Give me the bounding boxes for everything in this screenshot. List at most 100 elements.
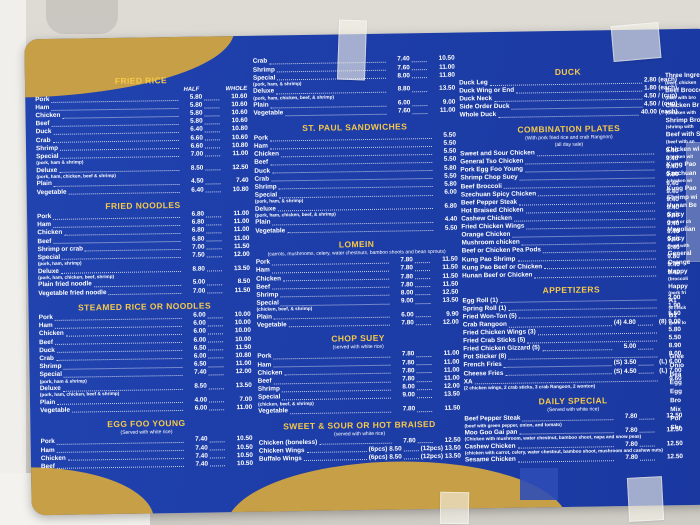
- section-title: STEAMED RICE OR NOODLES: [77, 300, 212, 313]
- menu-item: Shr: [670, 424, 700, 432]
- menu-section: Gree Onio Bea Egg Egg Bro Mix Por Shr: [669, 353, 700, 432]
- item-name: Shrimp Chop Suey: [460, 174, 518, 183]
- dotted-leader: [511, 106, 643, 110]
- item-price: 11.00: [443, 366, 460, 374]
- dotted-leader: [288, 325, 390, 328]
- item-name: Chicken: [35, 112, 61, 120]
- item-price: 10.50: [236, 459, 254, 467]
- dotted-leader: [538, 193, 655, 197]
- item-price: 11.00: [443, 358, 460, 366]
- item-name: Spring Roll (1): [462, 304, 507, 313]
- dotted-leader: [519, 202, 655, 206]
- item-price: 12.50: [444, 436, 461, 444]
- item-price: 12.50: [442, 288, 459, 296]
- dotted-leader: [54, 325, 182, 329]
- menu-item: Beef 7.40 10.50: [40, 459, 254, 471]
- item-name: Vegetable: [255, 226, 286, 235]
- dotted-leader: [284, 373, 391, 376]
- dotted-leader: [208, 357, 224, 360]
- dotted-leader: [209, 401, 225, 403]
- item-price: 6.40: [190, 126, 203, 134]
- item-price: 10.80: [235, 351, 252, 359]
- dotted-leader: [272, 286, 390, 290]
- item-name: Beef: [40, 462, 55, 470]
- item-price: 6.60: [190, 142, 204, 150]
- item-price: 11.80: [439, 71, 455, 79]
- dotted-leader: [206, 248, 222, 250]
- item-price: 7.80: [624, 412, 638, 420]
- item-price: (12pcs) 13.50: [420, 444, 461, 452]
- dotted-leader: [269, 61, 386, 65]
- dotted-leader: [208, 349, 224, 351]
- dotted-leader: [285, 113, 387, 117]
- item-price: (S) 4.50: [613, 367, 637, 375]
- item-price: 6.00: [444, 188, 457, 196]
- item-price: 6.80: [191, 210, 205, 218]
- menu-section: COMBINATION PLATES (With pork fried rice …: [460, 122, 680, 280]
- whole-label: WHOLE: [225, 85, 248, 93]
- item-price: 11.50: [442, 255, 458, 264]
- menu-item: Shrimp Bro: [666, 116, 700, 125]
- item-price: 13.50: [442, 296, 459, 304]
- dotted-leader: [207, 325, 223, 327]
- tape-bottom-center: [439, 491, 470, 525]
- dotted-leader: [209, 441, 225, 443]
- item-price: 8.00: [397, 71, 410, 80]
- dotted-leader: [206, 270, 222, 272]
- item-name: Chicken: [257, 369, 283, 377]
- item-price: 7.80: [400, 264, 414, 272]
- dotted-leader: [517, 258, 656, 262]
- dotted-leader: [54, 342, 183, 346]
- item-note: (shrimp with: [665, 124, 694, 130]
- item-price: 11.00: [233, 234, 250, 242]
- item-note: (Chicken with: [665, 109, 697, 115]
- item-name: French Fries: [463, 361, 502, 369]
- dotted-leader: [204, 99, 220, 101]
- item-price: 7.40: [195, 460, 209, 468]
- item-name: Crab: [254, 175, 270, 183]
- menu-section: STEAMED RICE OR NOODLES Pork 6.00 10.00 Ham 6…: [38, 300, 253, 415]
- dotted-leader: [51, 107, 179, 111]
- item-price: 10.50: [236, 451, 253, 459]
- dotted-leader: [415, 316, 431, 318]
- dotted-leader: [273, 356, 391, 360]
- dotted-leader: [416, 388, 432, 390]
- item-price: 11.50: [444, 404, 461, 412]
- item-note: (pork fri: [668, 290, 687, 296]
- dotted-leader: [273, 364, 391, 368]
- item-name: Vegetable fried noodle: [38, 288, 107, 297]
- item-price: 7.40: [195, 452, 208, 460]
- item-name: Plain fried noodle: [38, 280, 92, 289]
- dotted-leader: [56, 466, 185, 470]
- item-price: 7.60: [397, 63, 410, 72]
- menu-item: A1: [668, 297, 700, 305]
- dotted-leader: [205, 191, 221, 193]
- item-name: Fried Chicken Wings: [461, 222, 525, 231]
- dotted-leader: [412, 104, 428, 107]
- dotted-leader: [56, 350, 183, 354]
- item-name: Chicken: [38, 330, 64, 338]
- item-price: 11.00: [233, 226, 250, 234]
- menu-item: Vegetable 7.80 11.50: [258, 404, 461, 415]
- item-name: Shrimp: [256, 291, 279, 299]
- item-price: 5.50: [443, 172, 457, 180]
- menu-column-4: Three Ingre (beef, chicken Beef Brocco (bee…: [665, 70, 700, 460]
- item-price: (6pcs) 8.50: [368, 445, 402, 453]
- item-price: 6.00: [194, 404, 208, 412]
- menu-item: Vegetable 7.60 11.00: [253, 107, 455, 118]
- dotted-leader: [319, 442, 392, 446]
- dotted-leader: [206, 216, 222, 218]
- item-price: 10.80: [231, 141, 249, 149]
- item-name: Por: [670, 415, 682, 423]
- item-name: Vegetable: [253, 109, 284, 118]
- item-price: 12.50: [232, 163, 249, 171]
- dotted-leader: [411, 69, 427, 71]
- item-price: 7.80: [401, 350, 415, 358]
- dotted-leader: [415, 278, 431, 280]
- item-name: Crab: [39, 354, 54, 362]
- item-name: Kung Pao Shrimp: [461, 255, 516, 264]
- dotted-leader: [639, 431, 655, 434]
- item-price: 6.00: [193, 336, 207, 344]
- dotted-leader: [290, 411, 392, 414]
- dotted-leader: [503, 365, 612, 368]
